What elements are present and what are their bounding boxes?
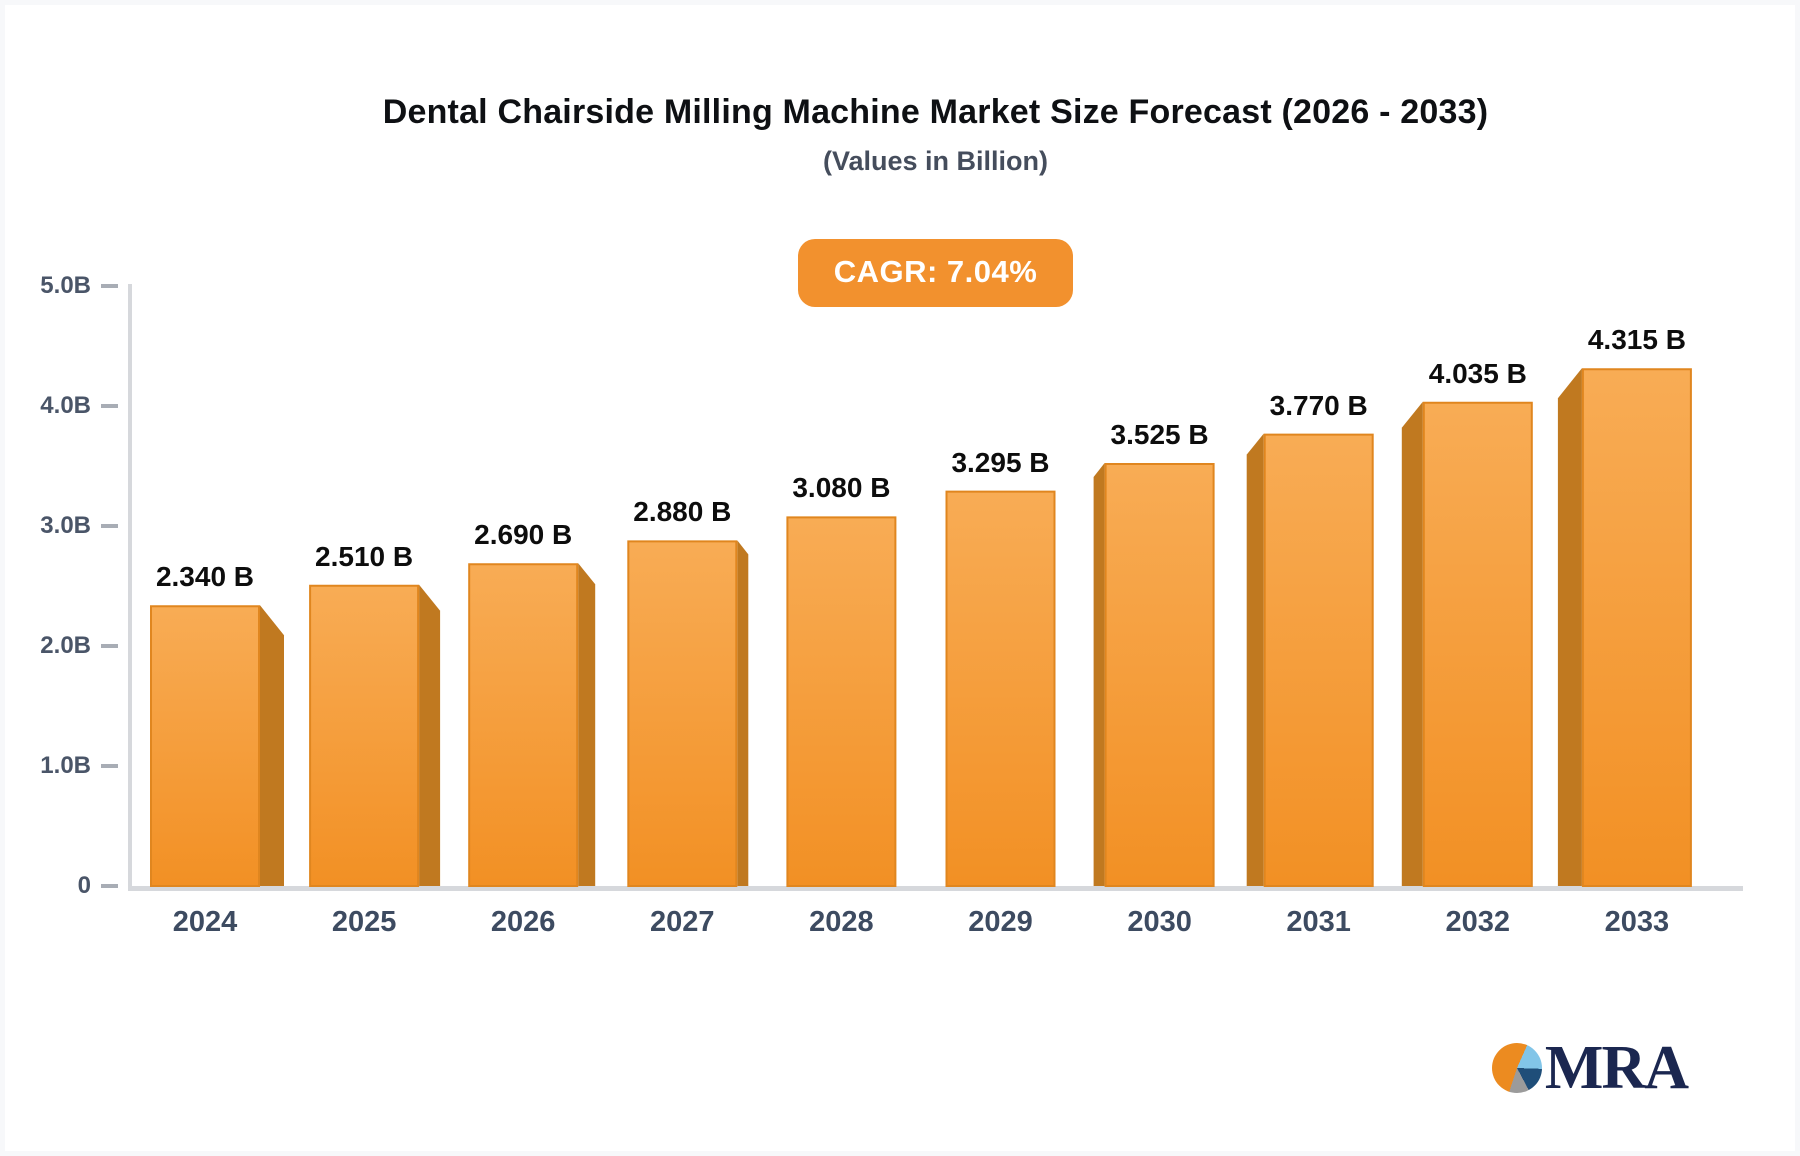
y-tick-dash <box>101 404 118 408</box>
x-axis-tick-label: 2027 <box>650 906 715 938</box>
x-axis-tick-label: 2029 <box>968 906 1033 938</box>
x-axis-tick-label: 2032 <box>1445 906 1511 938</box>
bar-value-label: 2.690 B <box>474 519 573 551</box>
bar-3d-side <box>1557 368 1582 886</box>
pie-chart-logo-icon <box>1491 1043 1542 1093</box>
bar-value-label: 2.510 B <box>315 540 414 572</box>
bar <box>1104 463 1215 887</box>
y-tick-dash <box>101 644 118 648</box>
bar <box>627 540 738 887</box>
y-tick-dash <box>101 284 118 288</box>
mra-logo: MRA <box>1491 1034 1689 1102</box>
bar-value-label: 2.880 B <box>633 496 732 528</box>
bar-value-label: 4.315 B <box>1587 324 1686 356</box>
y-axis-tick-label: 2.0B <box>40 632 91 659</box>
y-axis-tick-label: 0 <box>77 872 91 899</box>
cagr-badge: CAGR: 7.04% <box>797 239 1074 307</box>
bar-3d-side <box>260 605 284 886</box>
bar-value-label: 4.035 B <box>1428 357 1527 389</box>
y-axis-tick-label: 5.0B <box>40 272 91 299</box>
bar-3d-side <box>1246 433 1264 886</box>
y-tick-dash <box>101 524 118 528</box>
bar-value-label: 2.340 B <box>155 561 255 593</box>
y-axis-line <box>128 284 132 886</box>
x-axis-tick-label: 2025 <box>331 906 397 938</box>
bar <box>786 516 897 887</box>
y-tick-dash <box>101 764 118 768</box>
bar <box>1581 368 1692 887</box>
logo-text: MRA <box>1544 1034 1689 1102</box>
chart-title: Dental Chairside Milling Machine Market … <box>382 93 1489 131</box>
bar-value-label: 3.080 B <box>792 472 891 504</box>
chart-plot-svg <box>101 284 1743 891</box>
x-axis-tick-label: 2026 <box>490 906 556 938</box>
x-axis-tick-label: 2024 <box>172 906 238 938</box>
chart-subtitle: (Values in Billion) <box>822 146 1049 176</box>
bar <box>309 584 420 887</box>
bar <box>945 490 1056 887</box>
x-axis-tick-label: 2033 <box>1604 906 1670 938</box>
bar-3d-side <box>1401 401 1423 886</box>
y-axis-tick-label: 1.0B <box>40 752 91 779</box>
bar-3d-side <box>1093 463 1105 886</box>
chart-header: Dental Chairside Milling Machine Market … <box>128 5 1743 307</box>
bar <box>468 563 579 887</box>
bar-value-label: 3.295 B <box>951 446 1050 478</box>
x-axis-tick-label: 2031 <box>1286 906 1351 938</box>
y-axis-tick-label: 3.0B <box>40 512 91 539</box>
bar-value-label: 3.525 B <box>1110 419 1209 450</box>
bar <box>1422 401 1533 887</box>
x-axis-baseline <box>128 886 1743 891</box>
bar-3d-side <box>419 584 441 886</box>
bar <box>1263 433 1374 887</box>
bar-chart: 0 1.0B 2.0B 3.0B 4.0B 5.0B 2.340 B 2024 2.510 B 2… <box>5 5 1795 1151</box>
x-axis-tick-label: 2030 <box>1127 906 1192 938</box>
y-axis-tick-label: 4.0B <box>40 392 91 419</box>
x-axis-tick-label: 2028 <box>809 906 874 938</box>
y-tick-dash <box>101 884 118 888</box>
bar <box>150 605 260 887</box>
bar-3d-side <box>737 540 749 886</box>
bar-3d-side <box>578 563 596 886</box>
bar-value-label: 3.770 B <box>1269 389 1368 421</box>
